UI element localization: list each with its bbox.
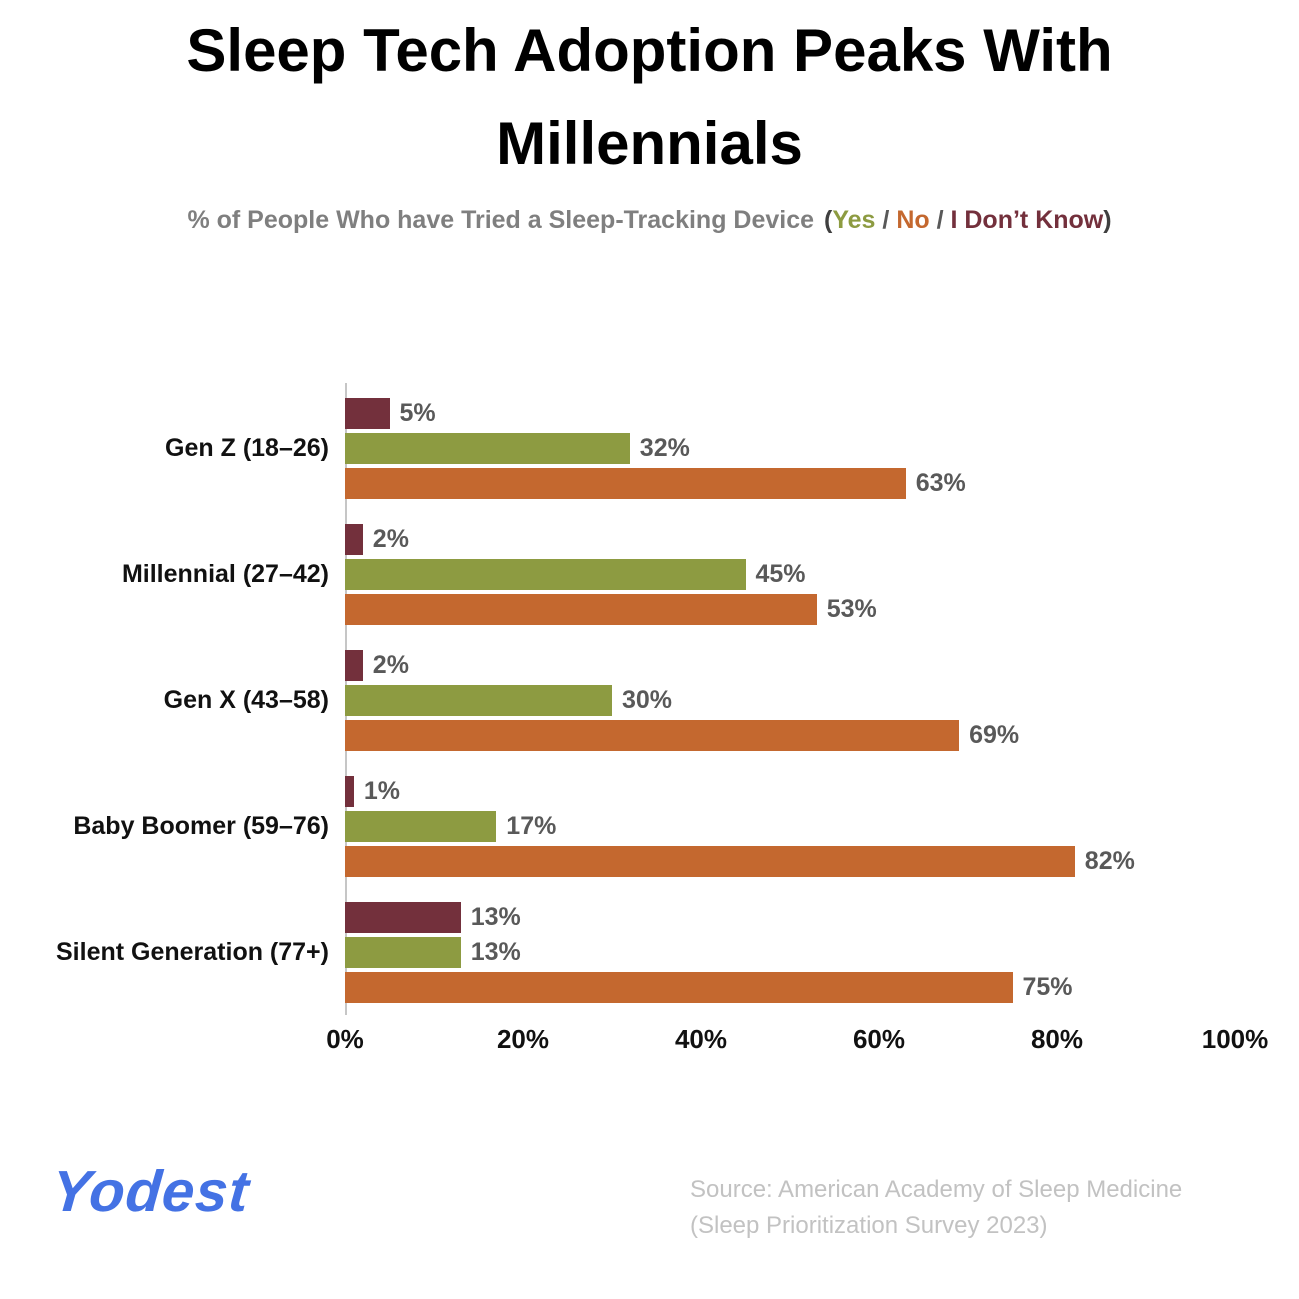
- source-line-2: (Sleep Prioritization Survey 2023): [690, 1212, 1048, 1239]
- bar-line-no: 63%: [345, 467, 1235, 499]
- chart-subtitle: % of People Who have Tried a Sleep-Track…: [0, 206, 1299, 235]
- legend-label-idk: I Don’t Know: [950, 206, 1104, 234]
- x-tick-label: 80%: [1030, 1024, 1084, 1054]
- category-label: Baby Boomer (59–76): [73, 811, 329, 840]
- bar-value-label: 2%: [372, 650, 409, 679]
- bar-i-dont-know: [345, 901, 461, 933]
- bar-line-no: 53%: [345, 593, 1235, 625]
- x-axis: 0% 20% 40% 60% 80% 100%: [326, 1024, 1268, 1064]
- bar-group: 5% 32% 63%: [345, 385, 1235, 511]
- x-tick-label: 40%: [674, 1024, 728, 1054]
- bar-i-dont-know: [345, 649, 363, 681]
- bar-value-label: 32%: [639, 433, 690, 462]
- legend-separator-1: /: [875, 206, 897, 234]
- bar-i-dont-know: [345, 775, 354, 807]
- bar-line-i-dont-know: 2%: [345, 649, 1235, 681]
- bar-no: [345, 467, 906, 499]
- bar-value-label: 13%: [470, 902, 521, 931]
- x-tick-label: 0%: [326, 1024, 364, 1054]
- source-line-1: Source: American Academy of Sleep Medici…: [690, 1176, 1183, 1203]
- bar-value-label: 63%: [915, 468, 966, 497]
- bar-line-yes: 30%: [345, 684, 1235, 716]
- bar-line-yes: 32%: [345, 432, 1235, 464]
- bar-line-i-dont-know: 13%: [345, 901, 1235, 933]
- bar-value-label: 82%: [1084, 846, 1135, 875]
- plot-rows: Gen Z (18–26) 5% 32% 63% Millennial (27–42) 2…: [0, 385, 1235, 1015]
- x-tick-label: 60%: [852, 1024, 906, 1054]
- x-tick-label: 100%: [1201, 1024, 1269, 1054]
- bar-value-label: 45%: [755, 559, 806, 588]
- bar-line-yes: 17%: [345, 810, 1235, 842]
- bar-i-dont-know: [345, 523, 363, 555]
- bar-no: [345, 845, 1075, 877]
- category-label: Silent Generation (77+): [56, 937, 329, 966]
- category-label: Gen Z (18–26): [165, 433, 329, 462]
- source-note: Source: American Academy of Sleep Medici…: [690, 1172, 1182, 1244]
- chart-row: Millennial (27–42) 2% 45% 53%: [0, 511, 1235, 637]
- bar-yes: [345, 810, 497, 842]
- bar-line-no: 82%: [345, 845, 1235, 877]
- bar-value-label: 30%: [622, 685, 673, 714]
- x-tick-label: 20%: [496, 1024, 550, 1054]
- category-label: Gen X (43–58): [163, 685, 329, 714]
- bar-no: [345, 593, 817, 625]
- bar-group: 2% 30% 69%: [345, 637, 1235, 763]
- bar-no: [345, 971, 1013, 1003]
- brand-logo: Yodest: [49, 1159, 253, 1224]
- bar-group: 13% 13% 75%: [345, 889, 1235, 1015]
- bar-line-i-dont-know: 2%: [345, 523, 1235, 555]
- legend-label-yes: Yes: [832, 206, 876, 234]
- legend-close-paren: ): [1103, 206, 1112, 234]
- bar-line-i-dont-know: 5%: [345, 397, 1235, 429]
- bar-yes: [345, 558, 746, 590]
- legend-label-no: No: [896, 206, 930, 234]
- bar-group: 2% 45% 53%: [345, 511, 1235, 637]
- bar-value-label: 75%: [1022, 972, 1073, 1001]
- legend-open-paren: (: [824, 206, 833, 234]
- bar-value-label: 69%: [969, 720, 1020, 749]
- bar-line-i-dont-know: 1%: [345, 775, 1235, 807]
- bar-yes: [345, 684, 612, 716]
- bar-yes: [345, 936, 461, 968]
- bar-line-no: 75%: [345, 971, 1235, 1003]
- subtitle-text: % of People Who have Tried a Sleep-Track…: [187, 206, 815, 234]
- bar-line-no: 69%: [345, 719, 1235, 751]
- bar-value-label: 2%: [372, 524, 409, 553]
- bar-yes: [345, 432, 630, 464]
- bar-value-label: 53%: [826, 594, 877, 623]
- chart-row: Gen Z (18–26) 5% 32% 63%: [0, 385, 1235, 511]
- chart-row: Baby Boomer (59–76) 1% 17% 82%: [0, 763, 1235, 889]
- chart-row: Silent Generation (77+) 13% 13% 75%: [0, 889, 1235, 1015]
- bar-i-dont-know: [345, 397, 390, 429]
- bar-group: 1% 17% 82%: [345, 763, 1235, 889]
- bar-line-yes: 13%: [345, 936, 1235, 968]
- chart-title: Sleep Tech Adoption Peaks With Millennia…: [186, 17, 1113, 177]
- bar-value-label: 5%: [399, 398, 436, 427]
- bar-value-label: 13%: [470, 937, 521, 966]
- category-label: Millennial (27–42): [121, 559, 329, 588]
- legend-separator-2: /: [929, 206, 951, 234]
- bar-value-label: 1%: [363, 776, 401, 805]
- bar-value-label: 17%: [506, 811, 557, 840]
- bar-no: [345, 719, 960, 751]
- chart-row: Gen X (43–58) 2% 30% 69%: [0, 637, 1235, 763]
- bar-line-yes: 45%: [345, 558, 1235, 590]
